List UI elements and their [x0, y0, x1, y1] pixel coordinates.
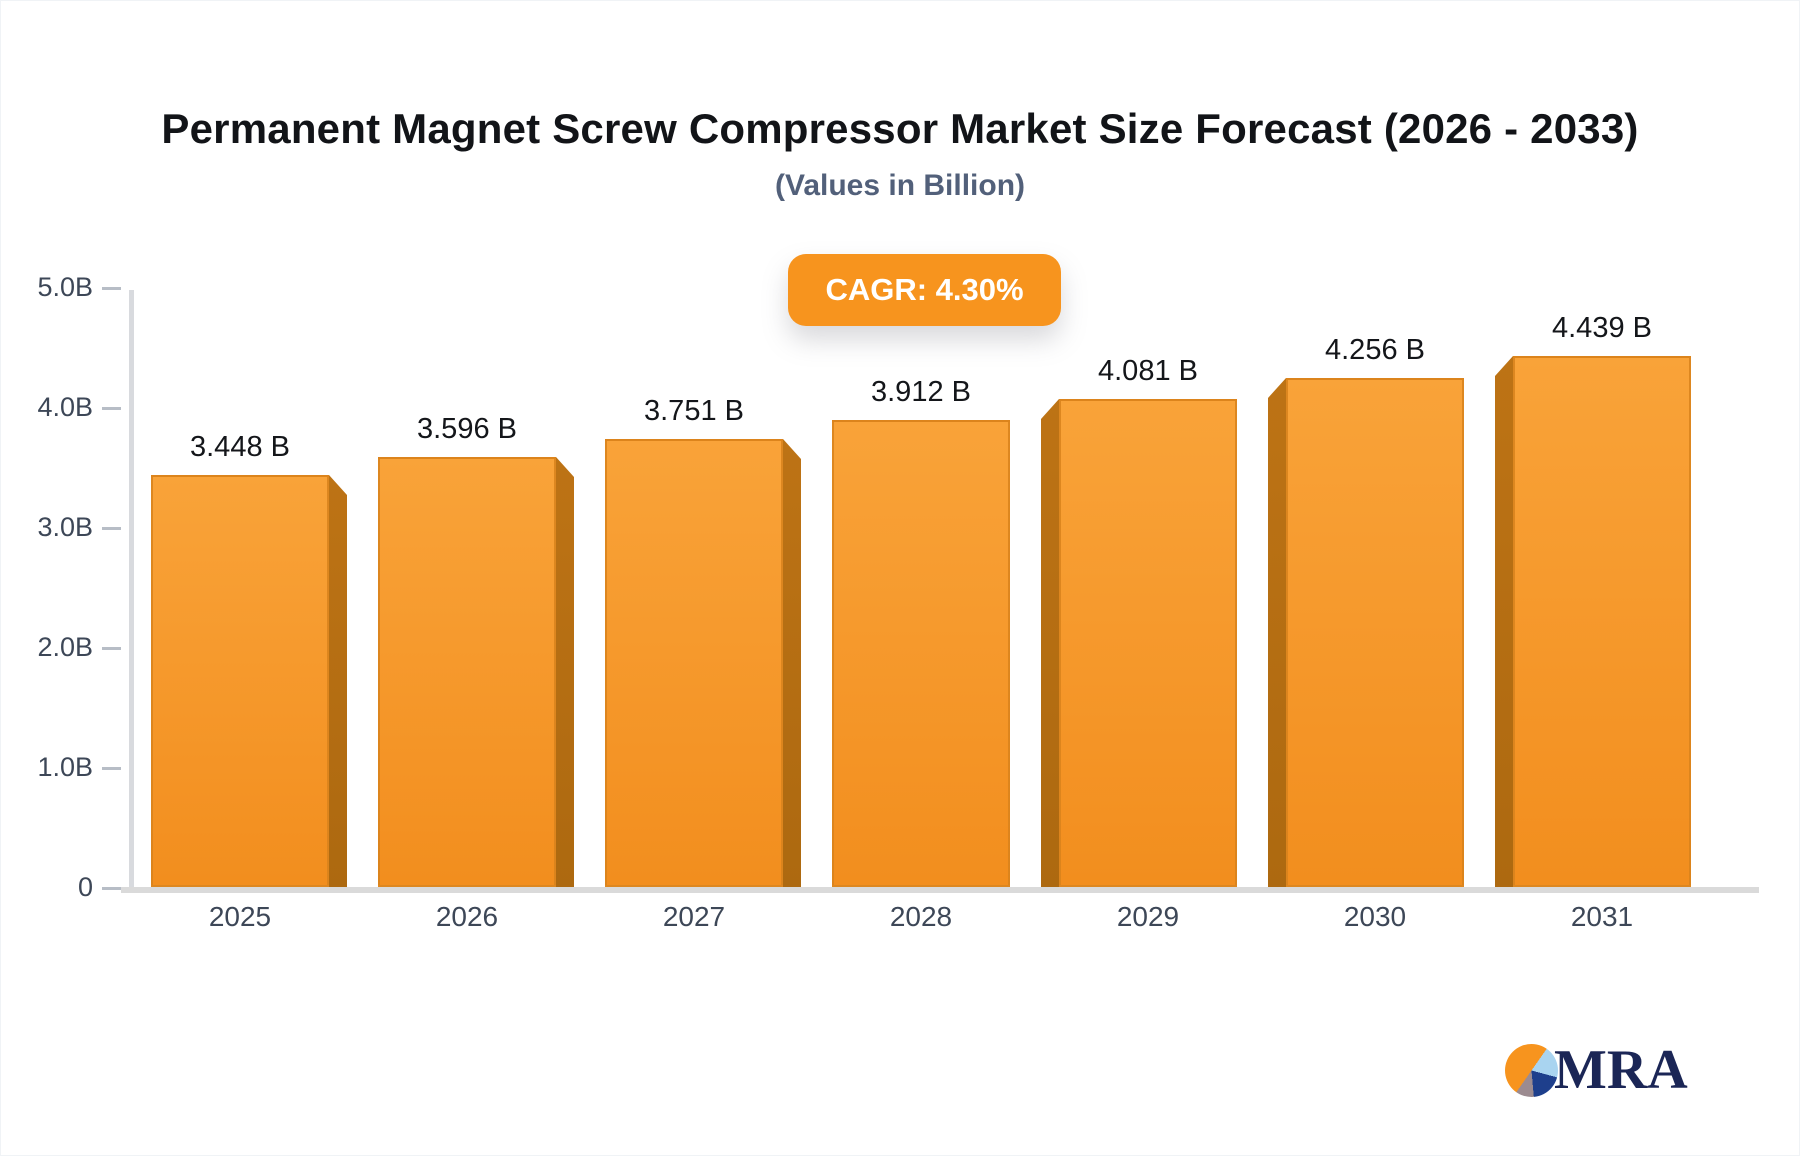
- bar-value-label: 4.256 B: [1325, 334, 1425, 366]
- chart-subtitle: (Values in Billion): [774, 169, 1026, 202]
- y-axis-tick-mark: [102, 767, 121, 770]
- bar-2030: [1286, 378, 1464, 887]
- bar-side-2025: [329, 475, 347, 887]
- bar-2028: [832, 420, 1010, 887]
- y-axis-tick-label: 3.0B: [37, 512, 93, 542]
- x-axis-label: 2029: [1116, 901, 1180, 932]
- logo-pie-icon: [1505, 1043, 1558, 1097]
- y-axis-tick-mark: [102, 887, 121, 890]
- x-axis-label: 2025: [208, 901, 272, 932]
- y-axis-tick-label: 1.0B: [37, 752, 93, 782]
- bar-2029: [1059, 399, 1237, 887]
- y-axis-tick-mark: [102, 287, 121, 290]
- y-axis-line: [129, 290, 134, 889]
- cagr-badge: CAGR: 4.30%: [788, 254, 1061, 326]
- x-axis-label: 2028: [889, 901, 953, 932]
- x-axis-label: 2027: [662, 901, 726, 932]
- bar-value-label: 3.448 B: [190, 431, 290, 463]
- y-axis-tick-mark: [102, 527, 121, 530]
- y-axis-tick-mark: [102, 407, 121, 410]
- bar-side-2026: [556, 457, 574, 887]
- bar-side-2030: [1268, 378, 1286, 887]
- x-axis-label: 2026: [435, 901, 499, 932]
- y-axis-tick-label: 0: [77, 872, 93, 902]
- bar-2027: [605, 439, 783, 887]
- bar-value-label: 4.081 B: [1098, 355, 1198, 387]
- x-axis-label: 2031: [1570, 901, 1634, 932]
- bar-2025: [151, 475, 329, 887]
- chart-title: Permanent Magnet Screw Compressor Market…: [161, 105, 1639, 152]
- bar-value-label: 3.751 B: [644, 395, 744, 427]
- brand-logo: MRA: [1505, 1039, 1688, 1101]
- bar-2031: [1513, 356, 1691, 887]
- y-axis-tick-label: 2.0B: [37, 632, 93, 662]
- y-axis-tick-mark: [102, 647, 121, 650]
- x-axis-label: 2030: [1343, 901, 1407, 932]
- logo-text: MRA: [1554, 1038, 1688, 1101]
- bar-value-label: 3.596 B: [417, 413, 517, 445]
- bar-value-label: 4.439 B: [1552, 312, 1652, 344]
- bar-side-2027: [783, 439, 801, 887]
- y-axis-tick-label: 5.0B: [37, 272, 93, 302]
- x-axis-line: [121, 887, 1759, 893]
- bar-2026: [378, 457, 556, 887]
- bar-value-label: 3.912 B: [871, 376, 971, 408]
- bar-side-2029: [1041, 399, 1059, 887]
- y-axis-tick-label: 4.0B: [37, 392, 93, 422]
- bar-side-2031: [1495, 356, 1513, 887]
